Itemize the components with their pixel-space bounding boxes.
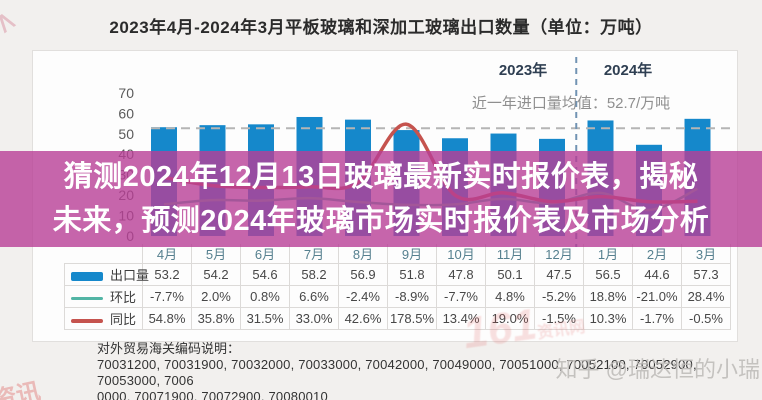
table-value-cell: -7.7%: [436, 285, 486, 308]
bottom-left-watermark: 资讯: [0, 378, 43, 400]
table-value-cell: 35.8%: [191, 307, 241, 330]
table-value-cell: -7.7%: [142, 285, 192, 308]
table-value-cell: 2.0%: [191, 285, 241, 308]
table-value-cell: 53.2: [142, 263, 192, 286]
table-value-cell: 50.1: [485, 263, 535, 286]
svg-text:70: 70: [118, 85, 134, 101]
month-header-cell: 11月: [485, 244, 535, 264]
table-value-cell: 47.8: [436, 263, 486, 286]
table-value-cell: 57.3: [681, 263, 731, 286]
table-value-cell: 33.0%: [289, 307, 339, 330]
table-value-cell: 4.8%: [485, 285, 535, 308]
page-title: 2023年4月-2024年3月平板玻璃和深加工玻璃出口数量（单位：万吨）: [109, 18, 653, 37]
line-swatch-icon: [71, 297, 103, 301]
customs-codes-line2: 0000, 70071900, 70072900, 70080010: [97, 389, 328, 400]
headline-line-1: 猜测2024年12月13日玻璃最新实时报价表，揭秘: [63, 161, 699, 193]
table-value-cell: 56.9: [338, 263, 388, 286]
month-header-cell: 6月: [240, 244, 290, 264]
customs-codes-line1: 70031200, 70031900, 70032000, 70033000, …: [97, 357, 697, 388]
table-value-cell: 58.2: [289, 263, 339, 286]
series-legend-cell: 出口量: [64, 263, 149, 286]
bar-swatch-icon: [71, 272, 103, 282]
table-value-cell: 56.5: [583, 263, 633, 286]
legend-year-2024: 2024年: [603, 62, 653, 79]
line-swatch-icon: [71, 318, 103, 323]
month-header-cell: 7月: [289, 244, 339, 264]
headline-line-2: 未来，预测2024年玻璃市场实时报价表及市场分析: [52, 205, 710, 237]
table-value-cell: -21.0%: [632, 285, 682, 308]
headline-overlay-banner: 猜测2024年12月13日玻璃最新实时报价表，揭秘 未来，预测2024年玻璃市场…: [0, 151, 762, 247]
table-value-cell: -0.5%: [681, 307, 731, 330]
table-value-cell: 44.6: [632, 263, 682, 286]
monthly-data-table: 4月 5月 6月 7月 8月 9月 10月 11月 12月 1月 2月 3月 出口量 53.2 54.2 54…: [64, 244, 731, 330]
table-value-cell: 54.2: [191, 263, 241, 286]
table-value-cell: -8.9%: [387, 285, 437, 308]
svg-text:50: 50: [118, 126, 134, 142]
table-value-cell: -2.4%: [338, 285, 388, 308]
series-legend-cell: 同比: [64, 307, 143, 330]
table-value-cell: 6.6%: [289, 285, 339, 308]
table-value-cell: 178.5%: [387, 307, 437, 330]
table-value-cell: 0.8%: [240, 285, 290, 308]
svg-text:60: 60: [118, 105, 134, 121]
customs-code-heading: 对外贸易海关编码说明：: [97, 341, 241, 356]
table-value-cell: 51.8: [387, 263, 437, 286]
table-value-cell: 31.5%: [240, 307, 290, 330]
customs-code-note: 对外贸易海关编码说明： 70031200, 70031900, 70032000…: [97, 341, 745, 400]
author-watermark: 知乎 @瑞达恒的小瑞: [555, 357, 760, 382]
month-header-cell: 8月: [338, 244, 388, 264]
table-value-cell: 18.8%: [583, 285, 633, 308]
legend-year-2023: 2023年: [498, 62, 548, 79]
table-value-cell: 10.3%: [583, 307, 633, 330]
table-value-cell: 42.6%: [338, 307, 388, 330]
average-import-annotation: 近一年进口量均值：52.7/万吨: [471, 95, 671, 112]
table-value-cell: 54.8%: [142, 307, 192, 330]
table-value-cell: 13.4%: [436, 307, 486, 330]
table-value-cell: -1.7%: [632, 307, 682, 330]
table-value-cell: 28.4%: [681, 285, 731, 308]
table-value-cell: 54.6: [240, 263, 290, 286]
month-header-cell: 10月: [436, 244, 486, 264]
series-legend-cell: 环比: [64, 285, 143, 308]
table-value-cell: 47.5: [534, 263, 584, 286]
